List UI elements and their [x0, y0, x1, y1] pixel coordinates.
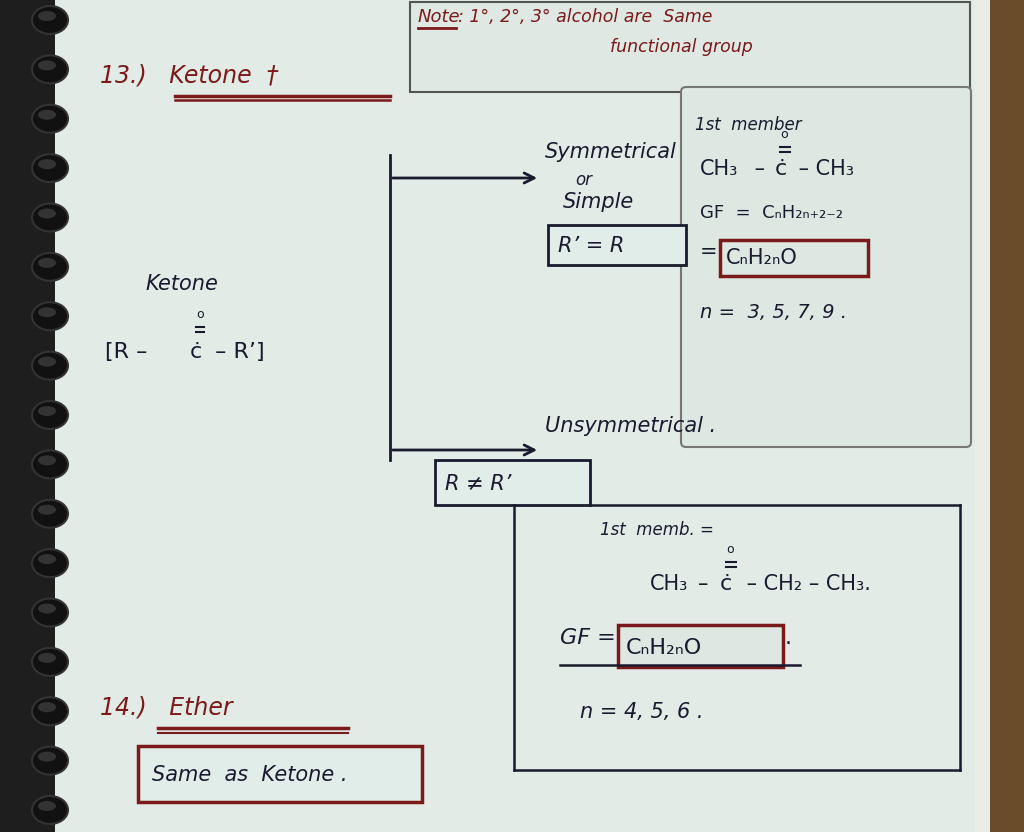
Text: Unsymmetrical .: Unsymmetrical .	[545, 416, 716, 436]
Ellipse shape	[38, 505, 56, 515]
Ellipse shape	[38, 110, 56, 120]
Text: 13.)   Ketone  †: 13.) Ketone †	[100, 63, 279, 87]
Text: 1st  member: 1st member	[695, 116, 802, 134]
Text: – R’]: – R’]	[208, 342, 264, 362]
Ellipse shape	[32, 697, 68, 726]
Text: o: o	[196, 308, 204, 321]
Ellipse shape	[32, 6, 68, 34]
Text: n = 4, 5, 6 .: n = 4, 5, 6 .	[580, 702, 703, 722]
Ellipse shape	[38, 554, 56, 564]
Ellipse shape	[38, 11, 56, 21]
Ellipse shape	[32, 598, 68, 626]
Text: Same  as  Ketone .: Same as Ketone .	[152, 765, 347, 785]
Ellipse shape	[32, 154, 68, 182]
Text: –: –	[748, 159, 772, 179]
Text: CH₃: CH₃	[700, 159, 738, 179]
Ellipse shape	[38, 603, 56, 613]
Text: or: or	[575, 171, 592, 189]
Text: Note: Note	[418, 8, 461, 26]
Text: – CH₃: – CH₃	[792, 159, 854, 179]
FancyBboxPatch shape	[138, 746, 422, 802]
Ellipse shape	[32, 302, 68, 330]
Bar	[0, 0, 68, 832]
Ellipse shape	[38, 455, 56, 465]
Ellipse shape	[32, 105, 68, 133]
Ellipse shape	[32, 253, 68, 281]
Text: Ketone: Ketone	[145, 274, 218, 294]
Text: GF =: GF =	[560, 628, 615, 648]
Ellipse shape	[38, 307, 56, 317]
Ellipse shape	[32, 648, 68, 676]
Ellipse shape	[38, 801, 56, 811]
Text: ċ: ċ	[190, 342, 203, 362]
Text: 14.)   Ether: 14.) Ether	[100, 695, 232, 719]
Text: CₙH₂ₙO: CₙH₂ₙO	[726, 248, 798, 268]
Ellipse shape	[38, 357, 56, 367]
Text: o: o	[780, 128, 787, 141]
Text: R’ = R: R’ = R	[558, 236, 625, 256]
Ellipse shape	[38, 702, 56, 712]
Text: GF  =  CₙH₂ₙ₊₂₋₂: GF = CₙH₂ₙ₊₂₋₂	[700, 204, 843, 222]
Ellipse shape	[32, 500, 68, 527]
Ellipse shape	[32, 450, 68, 478]
FancyBboxPatch shape	[681, 87, 971, 447]
Bar	[435, 460, 590, 505]
Text: o: o	[726, 543, 733, 556]
Text: –: –	[698, 574, 709, 594]
Ellipse shape	[38, 406, 56, 416]
Bar	[55, 0, 975, 832]
Ellipse shape	[32, 746, 68, 775]
Text: n =  3, 5, 7, 9 .: n = 3, 5, 7, 9 .	[700, 303, 847, 322]
Ellipse shape	[38, 159, 56, 169]
Text: Simple: Simple	[563, 192, 634, 212]
Ellipse shape	[32, 401, 68, 429]
Text: Symmetrical: Symmetrical	[545, 142, 677, 162]
Text: CₙH₂ₙO: CₙH₂ₙO	[626, 638, 702, 658]
Text: : 1°, 2°, 3° alcohol are  Same: : 1°, 2°, 3° alcohol are Same	[458, 8, 713, 26]
Ellipse shape	[32, 56, 68, 83]
Ellipse shape	[32, 352, 68, 379]
Text: ċ: ċ	[720, 574, 732, 594]
Ellipse shape	[38, 61, 56, 71]
Bar	[618, 625, 783, 667]
Text: 1st  memb. =: 1st memb. =	[600, 521, 714, 539]
Text: .: .	[785, 628, 792, 648]
Bar	[548, 225, 686, 265]
Text: ċ: ċ	[775, 159, 787, 179]
Bar	[720, 240, 868, 276]
Ellipse shape	[38, 209, 56, 219]
Ellipse shape	[32, 796, 68, 824]
Text: CH₃: CH₃	[650, 574, 688, 594]
Text: [R –: [R –	[105, 342, 155, 362]
Bar	[410, 2, 970, 92]
Text: functional group: functional group	[610, 38, 753, 56]
Ellipse shape	[38, 653, 56, 663]
Text: =: =	[700, 242, 718, 262]
Ellipse shape	[32, 204, 68, 231]
Ellipse shape	[38, 258, 56, 268]
Text: R ≠ R’: R ≠ R’	[445, 474, 511, 494]
Text: – CH₂ – CH₃.: – CH₂ – CH₃.	[740, 574, 870, 594]
Ellipse shape	[38, 751, 56, 761]
Ellipse shape	[32, 549, 68, 577]
Bar	[990, 0, 1024, 832]
